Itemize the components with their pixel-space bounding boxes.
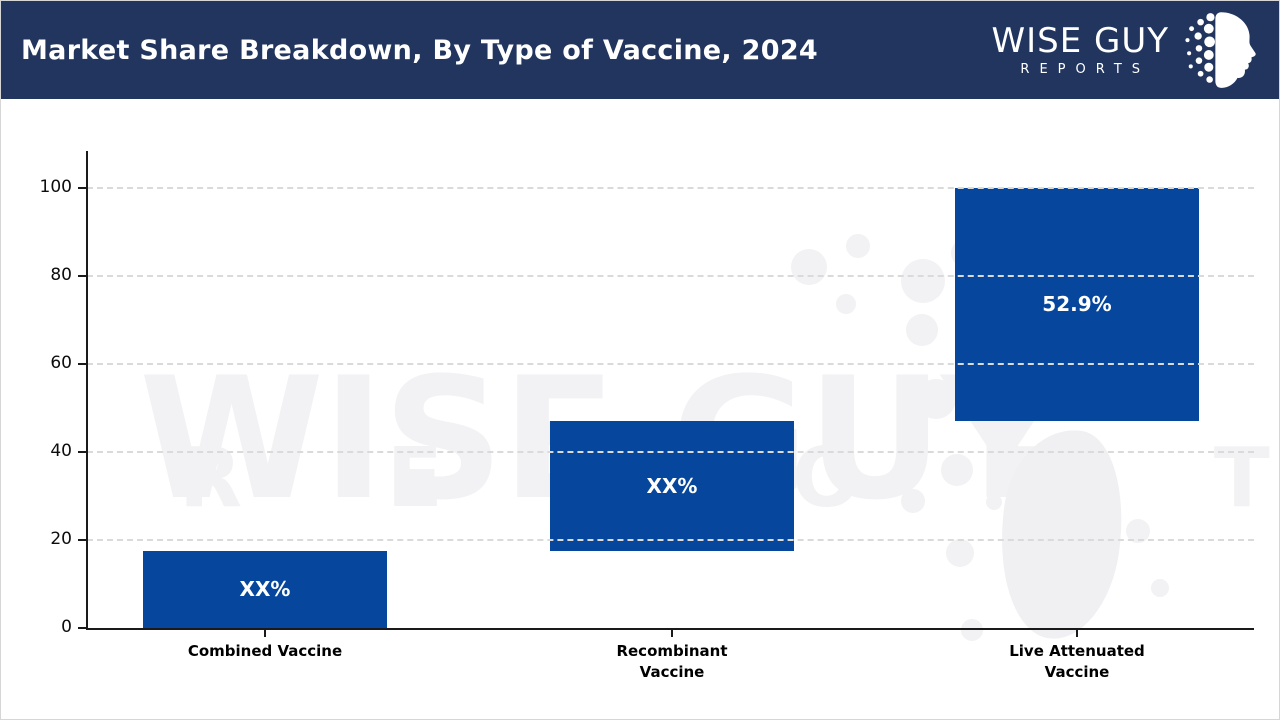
y-tick-label-60: 60 (50, 353, 72, 373)
x-axis-line (86, 628, 1254, 630)
bar-value-label: XX% (646, 473, 698, 498)
gridline-60 (87, 363, 1254, 365)
wiseguy-head-icon (1185, 12, 1256, 88)
y-tick-mark-40 (78, 451, 86, 453)
gridline-80 (87, 275, 1254, 277)
y-axis-line (86, 151, 88, 629)
category-label-line: Combined Vaccine (187, 642, 343, 660)
y-tick-mark-80 (78, 275, 86, 277)
category-label-line: Live Attenuated (1009, 642, 1145, 660)
y-tick-label-0: 0 (61, 617, 72, 637)
y-tick-label-20: 20 (50, 529, 72, 549)
category-label-line: Vaccine (639, 663, 705, 681)
y-tick-label-40: 40 (50, 441, 72, 461)
category-label-2: Recombinant Vaccine (542, 641, 802, 683)
logo-text: WISE GUY REPORTS (991, 24, 1169, 76)
bar-value-label: 52.9% (1042, 292, 1112, 317)
wiseguy-logo: WISE GUY REPORTS (991, 9, 1259, 91)
y-tick-label-80: 80 (50, 265, 72, 285)
x-tick-mark-3 (1076, 630, 1078, 637)
category-label-3: Live Attenuated Vaccine (947, 641, 1207, 683)
category-label-line: Recombinant (616, 642, 728, 660)
bar-2: XX% (550, 420, 794, 551)
bar-3: 52.9% (955, 188, 1199, 421)
header-bar: Market Share Breakdown, By Type of Vacci… (1, 1, 1279, 99)
bar-value-label: XX% (239, 577, 291, 602)
category-label-1: Combined Vaccine (135, 641, 395, 662)
bar-1: XX% (143, 550, 387, 628)
x-tick-mark-2 (671, 630, 673, 637)
page-title: Market Share Breakdown, By Type of Vacci… (21, 34, 819, 66)
logo-subtitle: REPORTS (1020, 62, 1151, 77)
gridline-40 (87, 451, 1254, 453)
y-tick-mark-20 (78, 539, 86, 541)
y-tick-label-100: 100 (39, 177, 72, 197)
gridline-100 (87, 187, 1254, 189)
x-tick-mark-1 (264, 630, 266, 637)
gridline-20 (87, 539, 1254, 541)
category-label-line: Vaccine (1044, 663, 1110, 681)
y-tick-mark-60 (78, 363, 86, 365)
y-tick-mark-100 (78, 187, 86, 189)
logo-wordmark: WISE GUY (991, 21, 1169, 61)
y-tick-mark-0 (78, 627, 86, 629)
